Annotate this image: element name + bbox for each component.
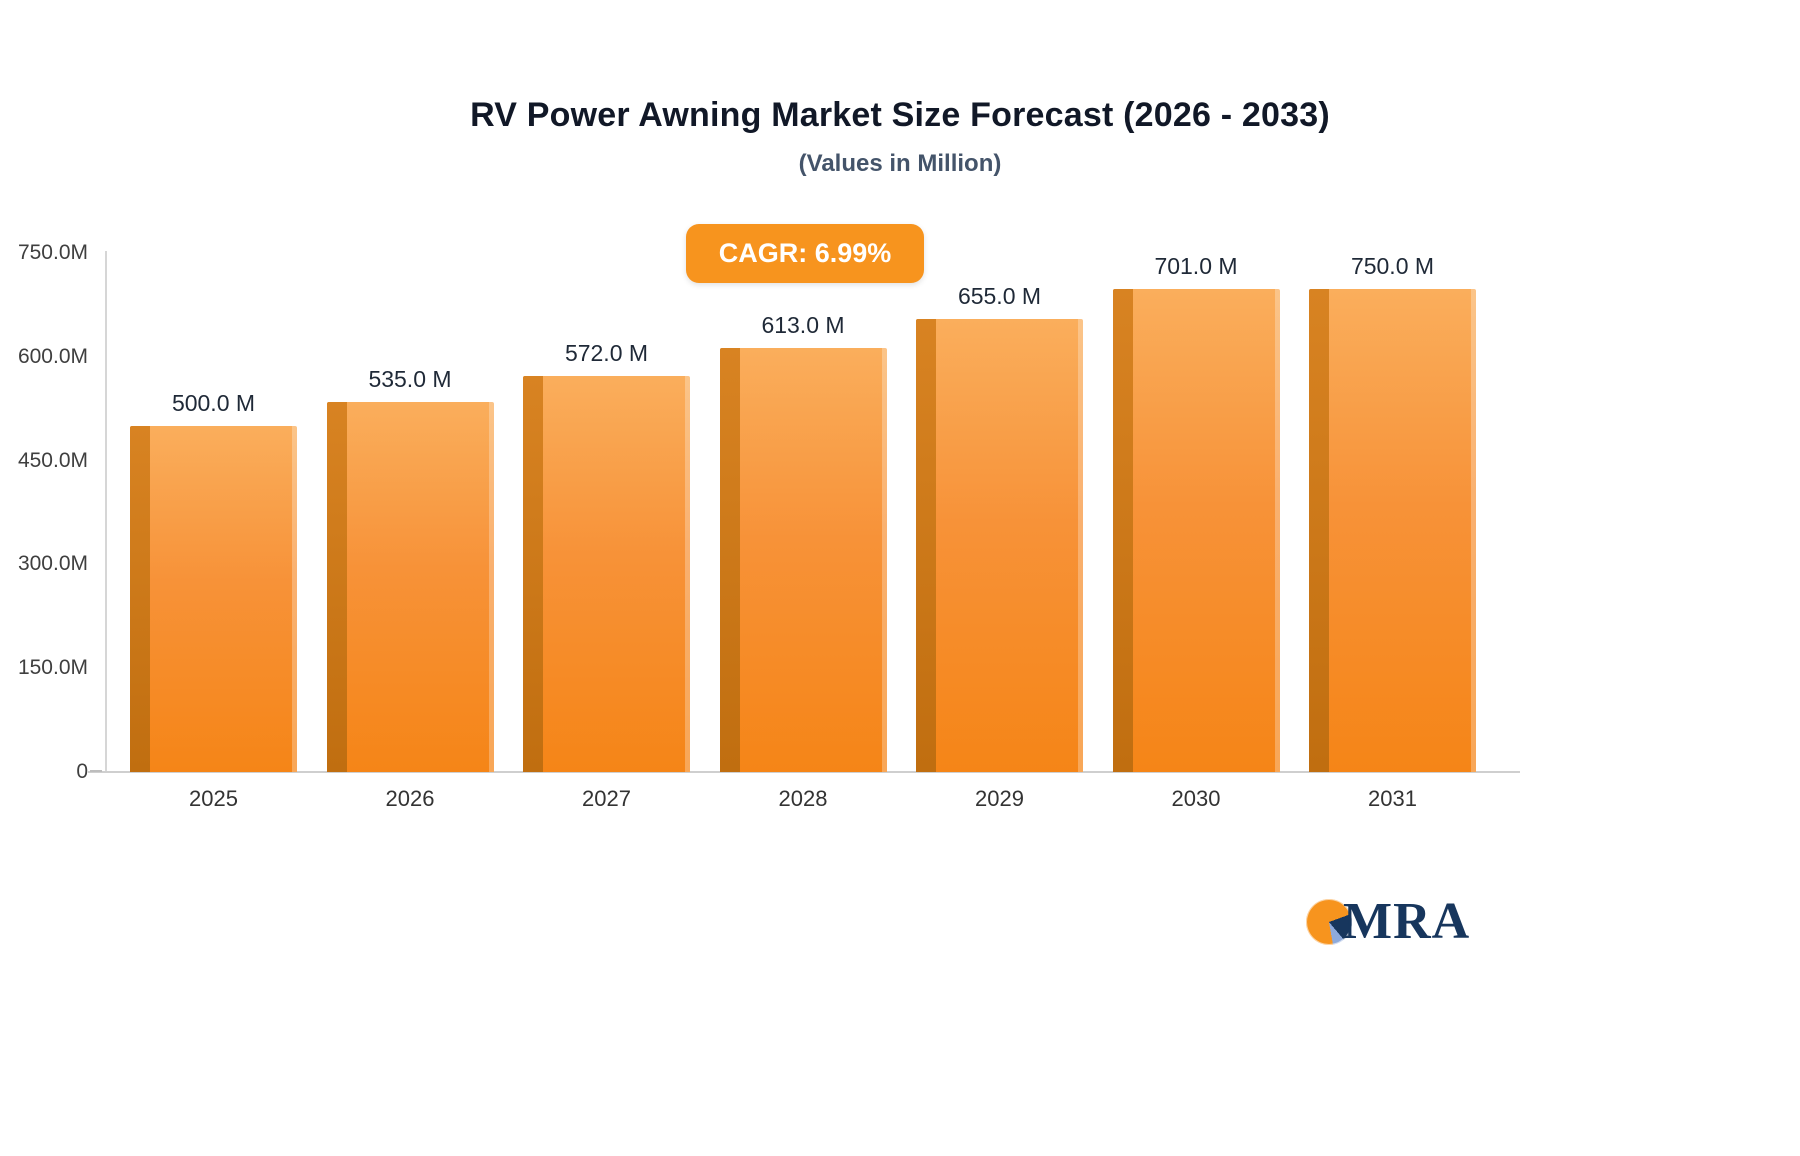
bar-value-label: 572.0 M bbox=[564, 340, 649, 366]
y-tick-label: 0 bbox=[76, 760, 88, 783]
bar-group: 535.0 M bbox=[326, 253, 494, 772]
bar-group: 572.0 M bbox=[523, 253, 690, 772]
bar-value-label: 535.0 M bbox=[368, 366, 452, 392]
x-axis-line bbox=[88, 771, 1520, 773]
brand-logo: MRA bbox=[1306, 896, 1470, 948]
bar-group: 701.0 M bbox=[1112, 253, 1280, 772]
logo-text: MRA bbox=[1343, 893, 1471, 950]
x-axis-label: 2027 bbox=[582, 786, 631, 811]
bar-group: 500.0 M bbox=[130, 253, 297, 772]
bar-2030 bbox=[1112, 289, 1280, 772]
x-axis-label: 2031 bbox=[1368, 786, 1417, 811]
cagr-badge: CAGR: 6.99% bbox=[686, 224, 924, 283]
bar-2029 bbox=[916, 319, 1083, 772]
y-tick-label: 750.0M bbox=[17, 241, 88, 264]
x-axis-label: 2025 bbox=[189, 786, 238, 811]
zero-tick-mark bbox=[90, 770, 102, 772]
x-axis-label: 2030 bbox=[1171, 786, 1221, 811]
y-tick-label: 600.0M bbox=[17, 344, 88, 368]
bar-value-label: 701.0 M bbox=[1154, 253, 1238, 279]
y-tick-label: 300.0M bbox=[17, 552, 88, 576]
y-axis-line bbox=[105, 251, 107, 772]
bar-group: 750.0 M bbox=[1309, 253, 1476, 772]
chart-title: RV Power Awning Market Size Forecast (20… bbox=[470, 96, 1330, 134]
bar-group: 613.0 M bbox=[719, 253, 887, 772]
bar-value-label: 655.0 M bbox=[957, 283, 1042, 309]
x-labels-row: 2025 2026 2027 2028 2029 2030 2031 bbox=[130, 786, 1476, 812]
bar-value-label: 750.0 M bbox=[1350, 253, 1435, 279]
y-axis: 750.0M 600.0M 450.0M 300.0M 150.0M 0 bbox=[0, 0, 90, 1156]
x-axis-label: 2028 bbox=[778, 786, 828, 811]
bar-value-label: 613.0 M bbox=[761, 312, 845, 338]
y-tick-label: 150.0M bbox=[17, 656, 88, 680]
bar-2027 bbox=[523, 376, 690, 772]
bar-group: 655.0 M bbox=[916, 253, 1083, 772]
logo-pie-icon bbox=[1306, 899, 1352, 945]
bar-value-label: 500.0 M bbox=[171, 390, 256, 416]
x-axis-label: 2026 bbox=[385, 786, 435, 811]
bar-2026 bbox=[326, 402, 494, 772]
bar-2028 bbox=[719, 348, 887, 772]
chart-subtitle: (Values in Million) bbox=[798, 150, 1002, 177]
x-axis-label: 2029 bbox=[975, 786, 1024, 811]
bar-2025 bbox=[130, 426, 297, 772]
y-tick-label: 450.0M bbox=[17, 448, 88, 472]
bars-container: 500.0 M 535.0 M 572.0 M 613.0 M 655.0 M 701.0… bbox=[130, 253, 1476, 772]
bar-2031 bbox=[1309, 289, 1476, 772]
